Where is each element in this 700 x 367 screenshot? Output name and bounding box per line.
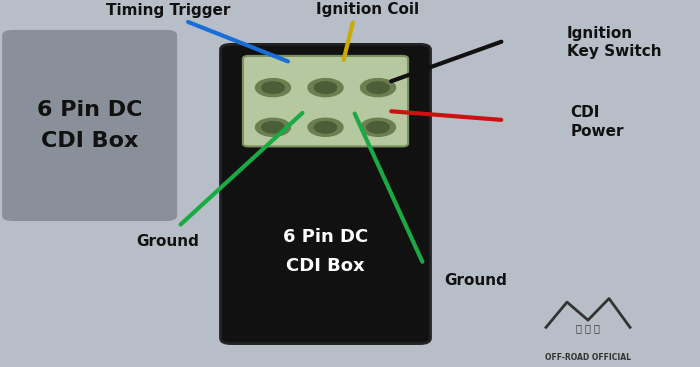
Circle shape xyxy=(256,118,290,136)
Circle shape xyxy=(308,79,343,97)
Circle shape xyxy=(360,118,395,136)
Circle shape xyxy=(367,121,389,133)
Text: Ignition Coil: Ignition Coil xyxy=(316,2,419,17)
Circle shape xyxy=(308,118,343,136)
Circle shape xyxy=(360,79,395,97)
Text: Ground: Ground xyxy=(136,234,199,248)
Text: Ignition
Key Switch: Ignition Key Switch xyxy=(567,26,661,59)
Circle shape xyxy=(314,121,337,133)
Text: 🚗 🚙 🏍: 🚗 🚙 🏍 xyxy=(576,323,600,333)
Text: OFF-ROAD OFFICIAL: OFF-ROAD OFFICIAL xyxy=(545,353,631,361)
Text: Ground: Ground xyxy=(444,273,508,288)
Circle shape xyxy=(262,121,284,133)
Circle shape xyxy=(256,79,290,97)
Circle shape xyxy=(262,82,284,93)
Text: 6 Pin DC
CDI Box: 6 Pin DC CDI Box xyxy=(283,228,368,275)
Text: 6 Pin DC
CDI Box: 6 Pin DC CDI Box xyxy=(37,100,142,151)
Text: Timing Trigger: Timing Trigger xyxy=(106,3,230,18)
Circle shape xyxy=(367,82,389,93)
FancyBboxPatch shape xyxy=(243,56,408,146)
FancyBboxPatch shape xyxy=(2,30,177,221)
Text: CDI
Power: CDI Power xyxy=(570,105,624,139)
FancyBboxPatch shape xyxy=(220,44,430,344)
Circle shape xyxy=(314,82,337,93)
